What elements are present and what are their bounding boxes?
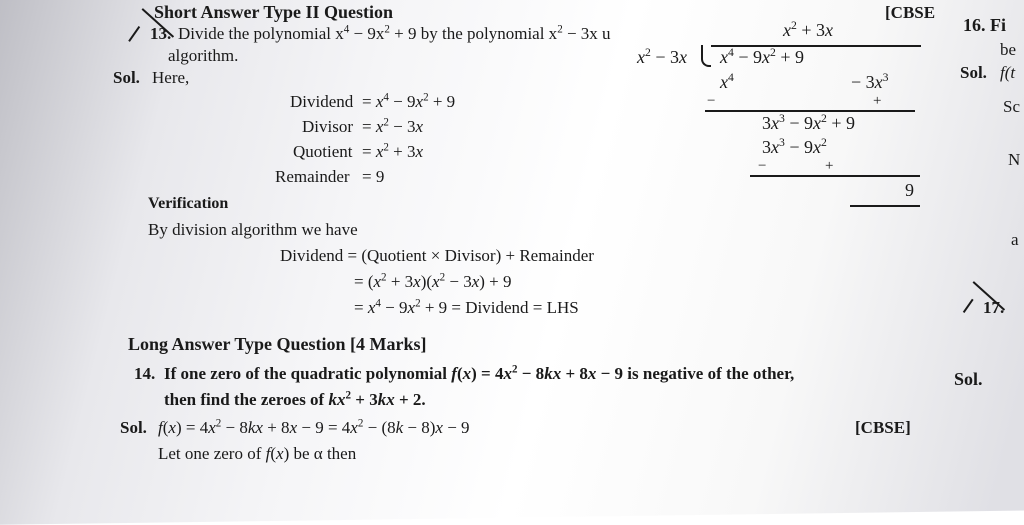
longdiv-l1a: x4 bbox=[720, 72, 734, 93]
remainder-value: = 9 bbox=[362, 167, 384, 187]
dividend-value: = x4 − 9x2 + 9 bbox=[362, 92, 455, 112]
longdiv-uline-2 bbox=[750, 175, 920, 177]
divisor-label: Divisor bbox=[302, 117, 353, 137]
let-line: Let one zero of f(x) be α then bbox=[158, 444, 356, 464]
q14-line1: If one zero of the quadratic polynomial … bbox=[164, 364, 794, 384]
longdiv-s2b: + bbox=[825, 158, 833, 175]
q16-label: 16. Fi bbox=[963, 15, 1006, 36]
q13-text: Divide the polynomial x4 − 9x2 + 9 by th… bbox=[178, 24, 611, 44]
longdiv-l4: 9 bbox=[905, 180, 914, 201]
long-answer-header: Long Answer Type Question [4 Marks] bbox=[128, 334, 427, 355]
sol-14-line: f(x) = 4x2 − 8kx + 8x − 9 = 4x2 − (8k − … bbox=[158, 418, 470, 438]
div-eq-3: = x4 − 9x2 + 9 = Dividend = LHS bbox=[354, 298, 579, 318]
short-answer-header: Short Answer Type II Question bbox=[154, 2, 393, 23]
sol-right-bottom: Sol. bbox=[954, 369, 983, 390]
cbse-bottom: [CBSE] bbox=[855, 418, 911, 438]
longdiv-uline-3 bbox=[850, 205, 920, 207]
longdiv-s2a: − bbox=[758, 158, 766, 175]
div-eq-1: Dividend = (Quotient × Divisor) + Remain… bbox=[280, 246, 594, 266]
tick-icon-2 bbox=[128, 26, 140, 42]
page-content: Short Answer Type II Question [CBSE 16. … bbox=[0, 0, 1024, 505]
sol-right-f: Sol. bbox=[960, 63, 987, 83]
longdiv-l3: 3x3 − 9x2 bbox=[762, 137, 827, 158]
ft-text: f(t bbox=[1000, 63, 1015, 83]
longdiv-l1b: − 3x3 bbox=[851, 72, 889, 93]
by-division-text: By division algorithm we have bbox=[148, 220, 358, 240]
longdiv-divisor: x2 − 3x bbox=[637, 47, 687, 68]
div-eq-2: = (x2 + 3x)(x2 − 3x) + 9 bbox=[354, 272, 512, 292]
remainder-label: Remainder bbox=[275, 167, 350, 187]
q14-line2: then find the zeroes of kx2 + 3kx + 2. bbox=[164, 390, 426, 410]
longdiv-s1a: − bbox=[707, 93, 715, 110]
here-text: Here, bbox=[152, 68, 189, 88]
longdiv-dividend: x4 − 9x2 + 9 bbox=[720, 47, 804, 68]
longdiv-l2: 3x3 − 9x2 + 9 bbox=[762, 113, 855, 134]
verification-label: Verification bbox=[148, 195, 228, 213]
longdiv-uline-1 bbox=[705, 110, 915, 112]
q16-be: be bbox=[1000, 40, 1016, 60]
a-text: a bbox=[1011, 230, 1019, 250]
quotient-value: = x2 + 3x bbox=[362, 142, 423, 162]
sc-text: Sc bbox=[1003, 97, 1020, 117]
n-text: N bbox=[1008, 150, 1020, 170]
divisor-value: = x2 − 3x bbox=[362, 117, 423, 137]
longdiv-paren bbox=[701, 45, 711, 67]
sol-14: Sol. bbox=[120, 418, 147, 438]
longdiv-quotient: x2 + 3x bbox=[783, 20, 833, 41]
dividend-label: Dividend bbox=[290, 92, 353, 112]
tick-icon-17b bbox=[963, 299, 973, 313]
longdiv-s1b: + bbox=[873, 93, 881, 110]
q14-number: 14. bbox=[134, 364, 155, 384]
cbse-top: [CBSE bbox=[885, 3, 935, 23]
sol-label: Sol. bbox=[113, 68, 140, 88]
q13-algo: algorithm. bbox=[168, 46, 238, 66]
quotient-label: Quotient bbox=[293, 142, 353, 162]
